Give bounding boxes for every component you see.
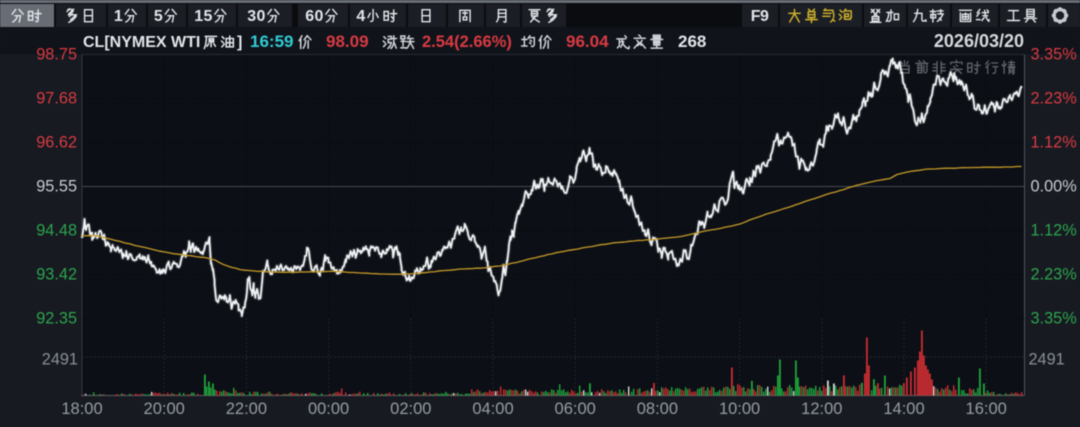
svg-text:22:00: 22:00 bbox=[226, 400, 267, 418]
svg-text:16:00: 16:00 bbox=[966, 400, 1007, 418]
svg-text:268: 268 bbox=[678, 32, 706, 51]
svg-text:92.35: 92.35 bbox=[36, 310, 77, 328]
svg-text:2491: 2491 bbox=[42, 351, 78, 369]
svg-text:1: 1 bbox=[114, 8, 123, 25]
svg-text:1.12%: 1.12% bbox=[1031, 222, 1077, 240]
svg-text:96.62: 96.62 bbox=[36, 134, 77, 152]
svg-text:14:00: 14:00 bbox=[883, 400, 924, 418]
svg-text:9: 9 bbox=[760, 8, 769, 25]
svg-text:12:00: 12:00 bbox=[801, 400, 842, 418]
svg-text:]: ] bbox=[237, 34, 242, 51]
svg-text:1: 1 bbox=[194, 8, 203, 25]
svg-text:2.54(2.66%): 2.54(2.66%) bbox=[422, 33, 512, 51]
svg-text:02:00: 02:00 bbox=[390, 400, 431, 418]
svg-text:04:00: 04:00 bbox=[472, 400, 513, 418]
svg-text:5: 5 bbox=[154, 8, 163, 25]
svg-text:00:00: 00:00 bbox=[308, 400, 349, 418]
svg-text:1.12%: 1.12% bbox=[1031, 134, 1077, 152]
svg-text:18:00: 18:00 bbox=[61, 400, 102, 418]
svg-text:10:00: 10:00 bbox=[719, 400, 760, 418]
svg-text:CL[NYMEX WTI: CL[NYMEX WTI bbox=[83, 34, 200, 51]
svg-text:16:59: 16:59 bbox=[250, 32, 293, 51]
svg-text:6: 6 bbox=[305, 8, 314, 25]
svg-text:97.68: 97.68 bbox=[36, 90, 77, 108]
svg-text:3.35%: 3.35% bbox=[1031, 310, 1077, 328]
svg-text:0.00%: 0.00% bbox=[1031, 178, 1077, 196]
svg-text:F: F bbox=[751, 8, 761, 25]
svg-text:2.23%: 2.23% bbox=[1031, 266, 1077, 284]
svg-text:94.48: 94.48 bbox=[36, 222, 77, 240]
svg-text:3: 3 bbox=[247, 8, 256, 25]
svg-text:95.55: 95.55 bbox=[36, 178, 77, 196]
svg-text:2.23%: 2.23% bbox=[1031, 90, 1077, 108]
svg-text:98.75: 98.75 bbox=[36, 46, 77, 64]
svg-text:2491: 2491 bbox=[1029, 351, 1065, 369]
svg-text:2026/03/20: 2026/03/20 bbox=[934, 31, 1024, 51]
svg-text:0: 0 bbox=[315, 8, 324, 25]
svg-text:3.35%: 3.35% bbox=[1031, 46, 1077, 64]
svg-text:08:00: 08:00 bbox=[637, 400, 678, 418]
svg-text:20:00: 20:00 bbox=[144, 400, 185, 418]
svg-text:96.04: 96.04 bbox=[566, 32, 609, 51]
svg-text:06:00: 06:00 bbox=[555, 400, 596, 418]
svg-text:93.42: 93.42 bbox=[36, 266, 77, 284]
svg-text:4: 4 bbox=[356, 8, 365, 25]
svg-text:5: 5 bbox=[204, 8, 213, 25]
svg-text:0: 0 bbox=[257, 8, 266, 25]
svg-text:98.09: 98.09 bbox=[326, 32, 369, 51]
